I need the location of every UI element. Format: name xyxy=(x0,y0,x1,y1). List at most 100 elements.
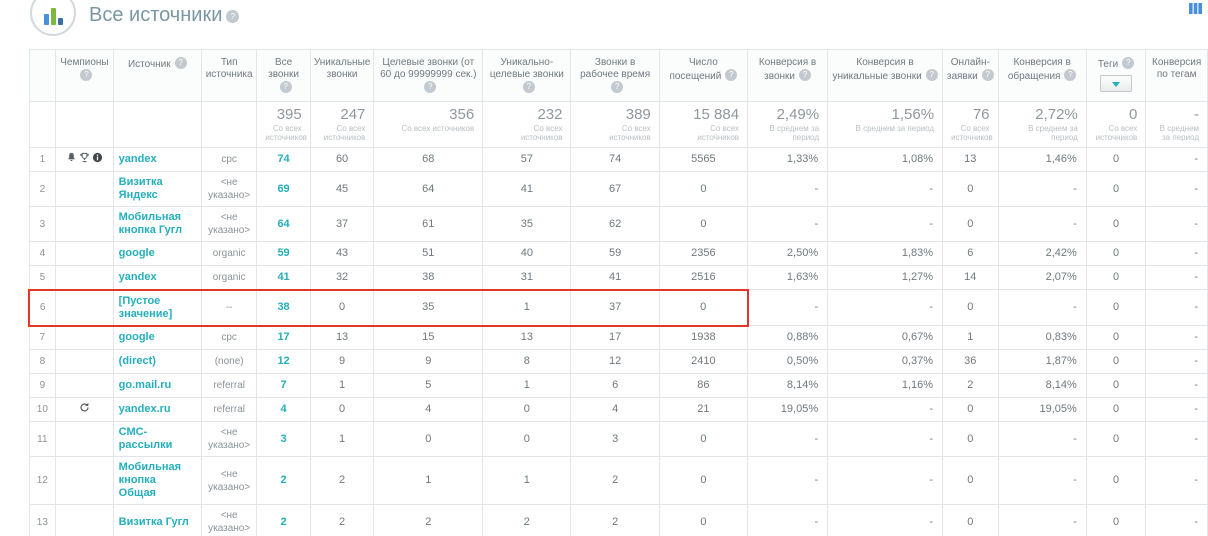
source-link[interactable]: yandex xyxy=(118,270,157,283)
help-icon[interactable]: ? xyxy=(279,81,292,93)
help-icon[interactable]: ? xyxy=(522,81,535,93)
cell-conv_unique: 1,27% xyxy=(827,265,944,290)
cell-conv_tags: - xyxy=(1145,206,1208,242)
column-header-champions[interactable]: Чемпионы? xyxy=(55,49,114,102)
cell-online: 13 xyxy=(942,147,999,172)
column-header-conv_appeals[interactable]: Конверсия в обращения? xyxy=(997,49,1087,102)
source-cell: СМС-рассылки xyxy=(112,421,202,457)
source-type-cell: <не указано> xyxy=(200,206,258,242)
cell-conv_appeals: 1,87% xyxy=(997,349,1087,374)
column-header-online[interactable]: Онлайн-заявки? xyxy=(942,49,999,102)
calls-cell: 38 xyxy=(256,288,311,327)
all-calls-link[interactable]: 2 xyxy=(280,474,287,486)
cell-conv_calls: 0,50% xyxy=(747,349,829,374)
help-icon[interactable]: ? xyxy=(799,69,811,81)
column-label: Источник xyxy=(127,59,171,70)
column-header-conv_unique[interactable]: Конверсия в уникальные звонки? xyxy=(827,49,944,102)
help-icon[interactable]: ? xyxy=(80,69,93,81)
all-calls-link[interactable]: 59 xyxy=(277,247,290,259)
table-row: 13 Визитка Гугл <не указано> 2 2 2 2 2 0- -0-0- xyxy=(28,504,1208,536)
all-calls-link[interactable]: 38 xyxy=(277,301,290,313)
all-calls-link[interactable]: 12 xyxy=(277,355,290,367)
breadcrumb: Статистика звонков xyxy=(89,0,239,2)
cell-conv_calls: 1,33% xyxy=(747,147,829,172)
help-icon[interactable]: ? xyxy=(981,69,994,81)
calls-cell: 2 xyxy=(256,504,311,536)
all-calls-link[interactable]: 4 xyxy=(280,403,287,415)
cell-conv_calls: - xyxy=(747,289,829,326)
source-cell: (direct) xyxy=(112,349,202,374)
source-link[interactable]: Мобильная кнопка Гугл xyxy=(118,211,183,236)
column-header-working_calls[interactable]: Звонки в рабочее время? xyxy=(570,49,660,102)
source-link[interactable]: СМС-рассылки xyxy=(118,426,173,451)
cell-tags: 0 xyxy=(1085,265,1147,290)
cell-online: 0 xyxy=(942,504,999,536)
source-link[interactable]: google xyxy=(118,331,155,344)
calls-cell: 7 xyxy=(256,373,311,398)
all-calls-link[interactable]: 3 xyxy=(280,432,287,445)
source-link[interactable]: yandex xyxy=(118,153,157,165)
cell-conv_calls: - xyxy=(747,421,829,457)
source-type-cell: referral xyxy=(200,397,258,422)
column-header-conv_tags[interactable]: Конверсия по тегам xyxy=(1145,49,1208,102)
source-link[interactable]: yandex.ru xyxy=(118,403,171,415)
all-calls-link[interactable]: 17 xyxy=(277,331,290,344)
source-link[interactable]: [Пустое значение] xyxy=(118,294,173,320)
column-header-num[interactable] xyxy=(28,49,57,102)
all-calls-link[interactable]: 64 xyxy=(277,217,290,230)
refresh-icon[interactable] xyxy=(79,402,90,417)
title-help-icon[interactable]: ? xyxy=(226,10,240,23)
cell-visits: 0 xyxy=(658,288,749,327)
cell-unique_target_calls: 31 xyxy=(482,265,572,290)
all-calls-link[interactable]: 69 xyxy=(277,182,290,195)
column-header-unique_calls[interactable]: Уникальные звонки xyxy=(309,49,375,102)
summary-cell-type xyxy=(200,101,258,148)
summary-value-conv_tags: - xyxy=(1194,106,1199,123)
source-type-cell: <не указано> xyxy=(200,171,258,207)
all-calls-link[interactable]: 41 xyxy=(277,270,290,283)
help-icon[interactable]: ? xyxy=(1122,57,1135,69)
cell-conv_unique: - xyxy=(827,504,944,536)
cell-conv_tags: - xyxy=(1145,147,1208,172)
cell-conv_tags: - xyxy=(1145,397,1208,422)
all-calls-link[interactable]: 74 xyxy=(277,153,290,165)
source-type-cell: -- xyxy=(200,288,258,327)
column-header-calls[interactable]: Все звонки? xyxy=(256,49,311,102)
help-icon[interactable]: ? xyxy=(424,81,437,93)
column-header-source[interactable]: Источник? xyxy=(112,49,202,102)
champions-cell xyxy=(55,397,114,422)
table-row: 10 yandex.ru referral 4 0 4 0 4 21 19,05% -0 19,05%… xyxy=(28,397,1208,422)
column-header-type[interactable]: Тип источника xyxy=(200,49,258,102)
all-calls-link[interactable]: 7 xyxy=(280,379,287,391)
source-link[interactable]: (direct) xyxy=(118,355,156,367)
source-link[interactable]: google xyxy=(118,247,155,259)
calls-cell: 17 xyxy=(256,325,311,350)
cell-conv_unique: 1,08% xyxy=(827,147,944,172)
summary-caption: В среднем за период xyxy=(769,124,820,142)
summary-value-conv_calls: 2,49% xyxy=(776,106,820,123)
column-header-conv_calls[interactable]: Конверсия в звонки? xyxy=(747,49,829,102)
all-calls-link[interactable]: 2 xyxy=(280,515,287,528)
help-icon[interactable]: ? xyxy=(611,81,624,93)
column-label: Уникально-целевые звонки xyxy=(489,57,564,80)
champions-cell xyxy=(55,373,114,398)
table-settings-icon[interactable] xyxy=(1189,2,1202,20)
source-link[interactable]: Визитка Гугл xyxy=(118,515,189,528)
help-icon[interactable]: ? xyxy=(1064,69,1077,81)
source-link[interactable]: go.mail.ru xyxy=(118,379,172,391)
column-header-target_calls[interactable]: Целевые звонки (от 60 до 99999999 сек.)? xyxy=(373,49,484,102)
column-header-unique_target_calls[interactable]: Уникально-целевые звонки? xyxy=(482,49,572,102)
help-icon[interactable]: ? xyxy=(925,69,938,81)
help-icon[interactable]: ? xyxy=(174,57,187,69)
cell-conv_calls: 0,88% xyxy=(747,325,829,350)
source-link[interactable]: Визитка Яндекс xyxy=(118,176,163,201)
column-header-tags[interactable]: Теги? xyxy=(1085,49,1147,102)
source-link[interactable]: Мобильная кнопка Общая xyxy=(118,461,182,499)
cell-visits: 0 xyxy=(658,171,749,207)
logo-bar xyxy=(57,18,63,25)
help-icon[interactable]: ? xyxy=(725,69,738,81)
tags-filter-dropdown-button[interactable] xyxy=(1100,75,1133,92)
column-header-visits[interactable]: Число посещений? xyxy=(658,49,749,102)
source-cell: Визитка Яндекс xyxy=(112,171,202,207)
row-number: 9 xyxy=(28,373,57,398)
